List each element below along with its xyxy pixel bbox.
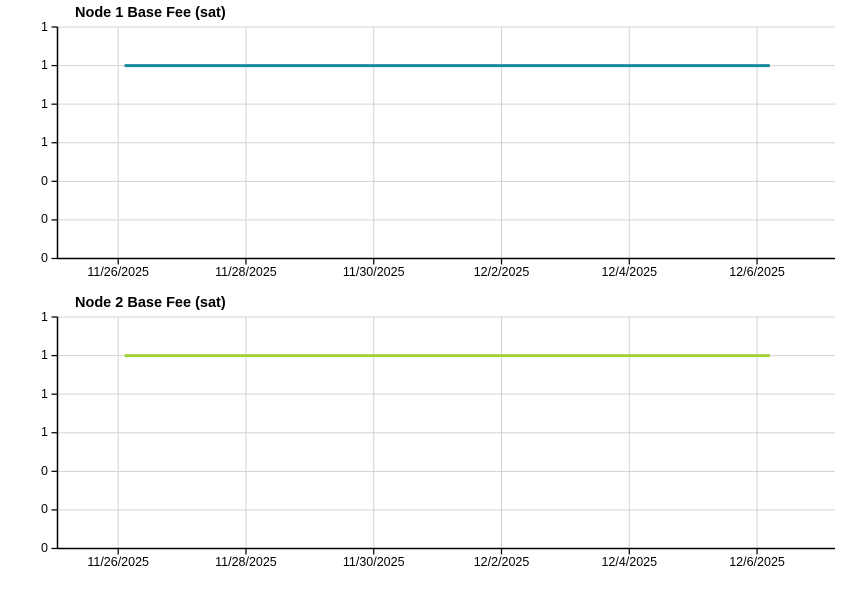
- x-tick-label: 11/26/2025: [87, 264, 149, 279]
- x-tick-label: 11/26/2025: [87, 554, 149, 569]
- chart-title-node1: Node 1 Base Fee (sat): [75, 5, 226, 21]
- x-tick-label: 11/30/2025: [342, 554, 405, 569]
- y-tick-label: 0: [41, 541, 48, 555]
- y-tick-label: 1: [41, 58, 48, 73]
- y-tick-label: 0: [41, 173, 48, 188]
- y-tick-label: 0: [41, 251, 48, 265]
- y-tick-label: 1: [41, 96, 48, 111]
- y-tick-label: 0: [41, 502, 48, 517]
- x-tick-label: 12/6/2025: [729, 264, 785, 279]
- y-tick-label: 1: [41, 425, 48, 440]
- y-tick-label: 0: [41, 212, 48, 227]
- node1-base-fee-chart: Node 1 Base Fee (sat) 1 1 1 1 0 0 0 11/26/2025 1…: [0, 0, 860, 290]
- x-tick-label: 12/6/2025: [729, 554, 785, 569]
- y-tick-label: 1: [41, 386, 48, 401]
- y-tick-label: 1: [41, 135, 48, 150]
- x-tick-label: 12/4/2025: [601, 264, 658, 279]
- chart-title-node2: Node 2 Base Fee (sat): [75, 295, 226, 311]
- x-tick-label: 11/30/2025: [342, 264, 405, 279]
- x-tick-label: 12/4/2025: [601, 554, 658, 569]
- x-tick-label: 11/28/2025: [215, 554, 277, 569]
- y-tick-label: 0: [41, 463, 48, 478]
- plot-area-node1: [51, 26, 835, 265]
- node2-base-fee-chart: Node 2 Base Fee (sat) 1 1 1 1 0 0 0 11/26/2025 1…: [0, 290, 860, 600]
- x-tick-label: 11/28/2025: [215, 264, 277, 279]
- plot-area-node2: [51, 316, 835, 555]
- x-tick-label: 12/2/2025: [473, 554, 530, 569]
- y-tick-label: 1: [41, 19, 48, 34]
- y-tick-label: 1: [41, 309, 48, 324]
- x-tick-label: 12/2/2025: [473, 264, 530, 279]
- y-tick-label: 1: [41, 348, 48, 363]
